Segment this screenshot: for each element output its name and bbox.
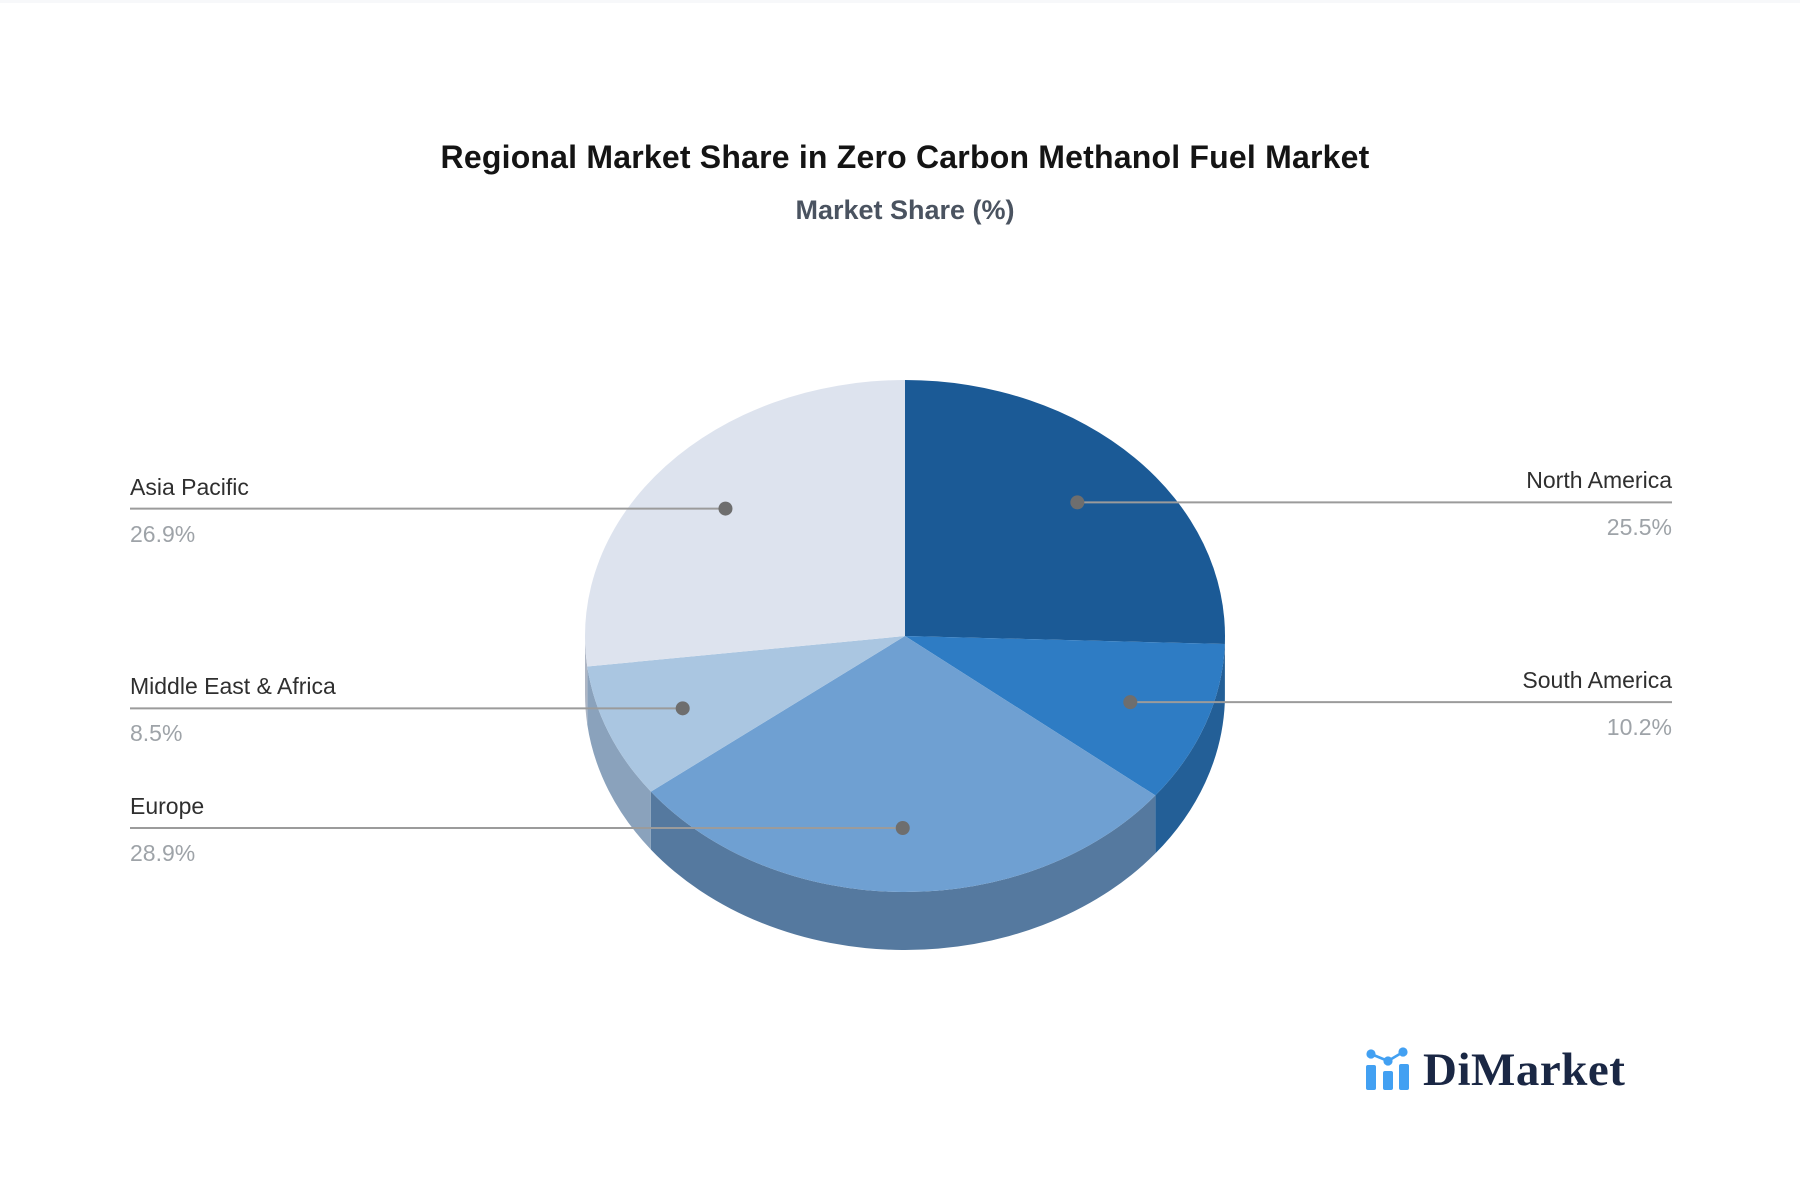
value-south-america: 10.2% [1607, 712, 1672, 746]
name-north-america: North America [1526, 465, 1672, 499]
value-middle-east-africa: 8.5% [130, 718, 182, 752]
pie-chart [0, 3, 1800, 1199]
value-europe: 28.9% [130, 838, 195, 872]
pie-slice-asia-pacific[interactable] [585, 380, 905, 666]
leader-dot [676, 701, 690, 715]
leader-dot [718, 502, 732, 516]
brand-logo: DiMarket [1364, 1041, 1625, 1099]
name-asia-pacific: Asia Pacific [130, 472, 249, 506]
name-europe: Europe [130, 791, 204, 825]
name-south-america: South America [1522, 665, 1672, 699]
name-middle-east-africa: Middle East & Africa [130, 671, 336, 705]
brand-name: DiMarket [1423, 1043, 1625, 1097]
leader-dot [1070, 495, 1084, 509]
bar-chart-trend-icon [1364, 1047, 1410, 1093]
leader-dot [896, 821, 910, 835]
value-north-america: 25.5% [1607, 512, 1672, 546]
leader-dot [1123, 695, 1137, 709]
value-asia-pacific: 26.9% [130, 519, 195, 553]
pie-slice-north-america[interactable] [905, 380, 1225, 644]
